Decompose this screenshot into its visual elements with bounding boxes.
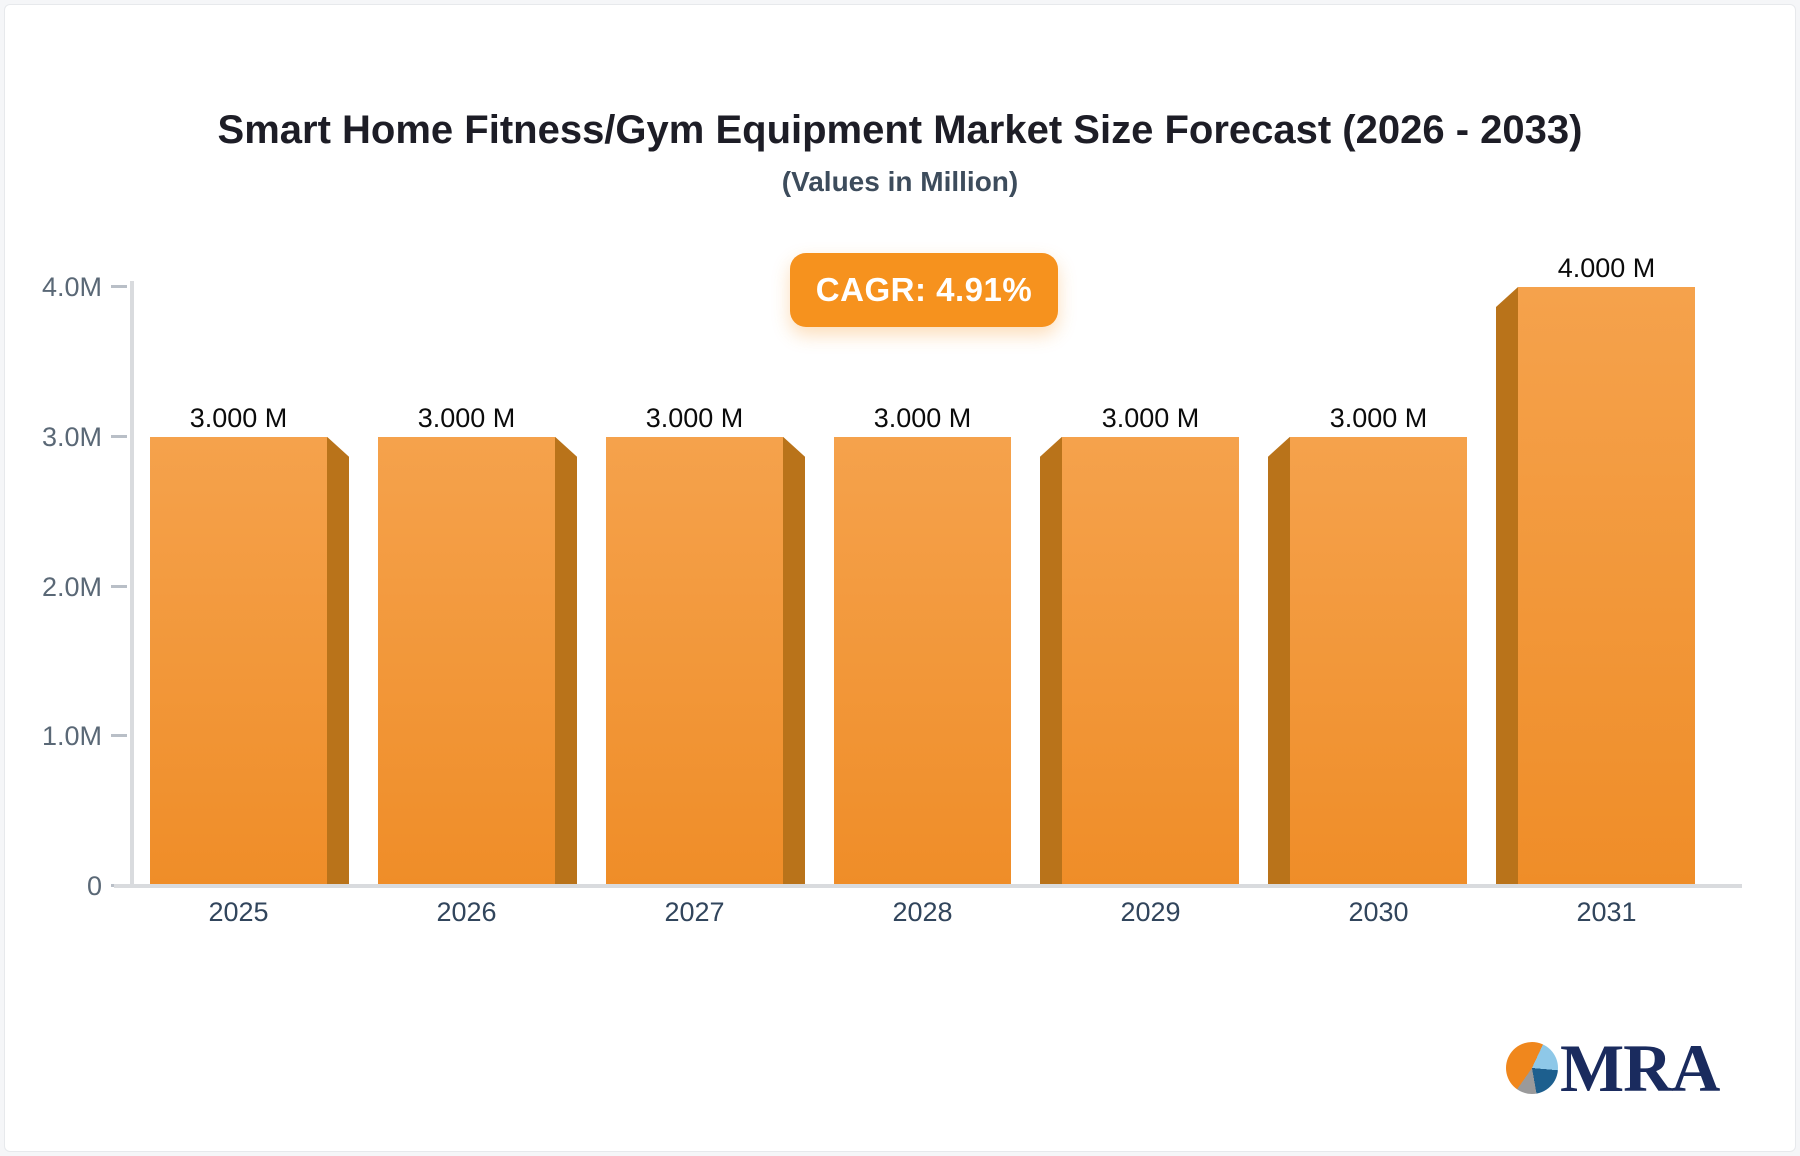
cagr-badge: CAGR: 4.91%	[790, 253, 1058, 327]
x-axis-label: 2028	[892, 897, 953, 927]
bar-value-label: 3.000 M	[645, 402, 744, 433]
bar-value-label: 3.000 M	[873, 402, 972, 433]
bar-side-face	[1496, 287, 1518, 886]
cagr-badge-label: CAGR: 4.91%	[815, 271, 1033, 308]
y-tick-mark	[111, 584, 127, 588]
bar-front-face	[1290, 436, 1467, 886]
logo-pie-icon	[1506, 1042, 1558, 1094]
bar-side-face	[1040, 436, 1062, 886]
bar-2031	[1496, 287, 1695, 886]
x-axis-label: 2027	[664, 897, 725, 927]
bar-side-face	[555, 436, 577, 886]
bar-front-face	[1062, 436, 1239, 886]
y-tick-mark	[111, 434, 127, 438]
y-tick-label: 4.0M	[41, 272, 102, 302]
bar-value-label: 3.000 M	[1329, 402, 1428, 433]
y-axis-line	[130, 281, 134, 886]
x-axis-label: 2026	[436, 897, 497, 927]
bar-front-face	[606, 436, 783, 886]
x-axis-label: 2025	[208, 897, 269, 927]
mra-logo: MRA	[1506, 1030, 1720, 1106]
chart-title: Smart Home Fitness/Gym Equipment Market …	[217, 108, 1583, 152]
bar-2029	[1040, 436, 1239, 886]
y-tick-mark	[111, 285, 127, 288]
x-axis-line	[114, 884, 1742, 888]
bar-value-label: 3.000 M	[1101, 402, 1200, 433]
y-tick-label: 0	[86, 871, 102, 901]
bar-front-face	[834, 436, 1011, 886]
y-tick-mark	[111, 734, 127, 738]
y-tick-label: 2.0M	[41, 571, 102, 602]
x-axis-label: 2030	[1348, 897, 1409, 927]
bar-front-face	[1518, 287, 1695, 886]
bar-2025	[150, 436, 349, 886]
x-axis-label: 2031	[1576, 897, 1637, 927]
logo-text: MRA	[1560, 1030, 1720, 1106]
x-axis-label: 2029	[1120, 897, 1181, 927]
bar-2027	[606, 436, 805, 886]
bar-front-face	[378, 436, 555, 886]
bar-side-face	[327, 436, 349, 886]
bar-2028	[834, 436, 1011, 886]
bar-2026	[378, 436, 577, 886]
bar-value-label: 3.000 M	[189, 402, 288, 433]
bar-2030	[1268, 436, 1467, 886]
bar-value-label: 4.000 M	[1557, 253, 1656, 283]
bar-side-face	[1268, 436, 1290, 886]
bar-front-face	[150, 436, 327, 886]
y-tick-label: 3.0M	[41, 421, 102, 452]
chart-subtitle: (Values in Million)	[781, 166, 1019, 197]
bar-side-face	[783, 436, 805, 886]
y-tick-label: 1.0M	[41, 721, 102, 752]
bar-value-label: 3.000 M	[417, 402, 516, 433]
